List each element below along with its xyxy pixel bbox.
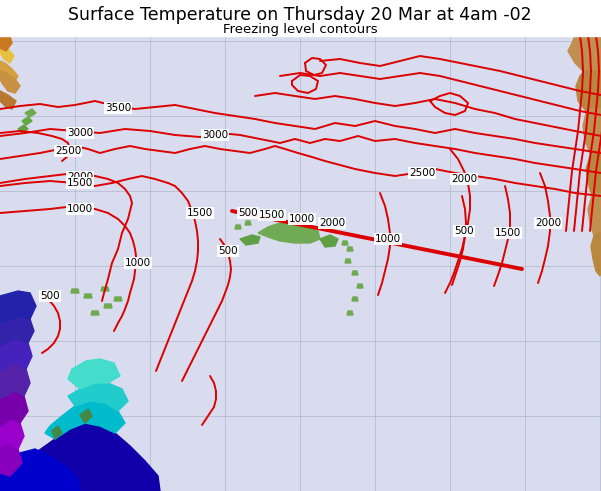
Polygon shape bbox=[45, 401, 125, 439]
Polygon shape bbox=[0, 46, 14, 63]
Text: 500: 500 bbox=[40, 291, 60, 301]
Polygon shape bbox=[342, 241, 348, 245]
Text: 3000: 3000 bbox=[202, 130, 228, 140]
Text: Freezing level contours: Freezing level contours bbox=[223, 23, 377, 35]
Polygon shape bbox=[347, 311, 353, 315]
Text: 1000: 1000 bbox=[289, 214, 315, 224]
Polygon shape bbox=[68, 383, 128, 411]
Polygon shape bbox=[101, 287, 109, 291]
Polygon shape bbox=[586, 151, 601, 201]
Polygon shape bbox=[114, 297, 122, 301]
Polygon shape bbox=[0, 339, 32, 371]
Text: 2000: 2000 bbox=[535, 218, 561, 228]
Polygon shape bbox=[591, 233, 601, 276]
Polygon shape bbox=[357, 284, 363, 288]
Polygon shape bbox=[245, 221, 251, 225]
Polygon shape bbox=[347, 247, 353, 251]
Text: 1000: 1000 bbox=[67, 204, 93, 214]
Text: 500: 500 bbox=[454, 226, 474, 236]
Polygon shape bbox=[52, 426, 62, 439]
Polygon shape bbox=[568, 36, 601, 76]
Polygon shape bbox=[235, 225, 241, 229]
Text: 1500: 1500 bbox=[187, 208, 213, 218]
Text: 2000: 2000 bbox=[451, 174, 477, 184]
Polygon shape bbox=[0, 71, 20, 93]
Polygon shape bbox=[352, 297, 358, 301]
Polygon shape bbox=[588, 193, 601, 241]
Text: 1000: 1000 bbox=[375, 234, 401, 244]
Polygon shape bbox=[0, 449, 80, 491]
Polygon shape bbox=[0, 423, 160, 491]
Text: 500: 500 bbox=[238, 208, 258, 218]
Polygon shape bbox=[68, 359, 120, 389]
Polygon shape bbox=[71, 289, 79, 293]
Polygon shape bbox=[576, 71, 601, 116]
Polygon shape bbox=[0, 91, 16, 109]
Polygon shape bbox=[0, 36, 12, 51]
Text: Surface Temperature on Thursday 20 Mar at 4am -02: Surface Temperature on Thursday 20 Mar a… bbox=[68, 6, 532, 24]
Text: 2000: 2000 bbox=[319, 218, 345, 228]
Text: 2000: 2000 bbox=[67, 172, 93, 182]
Polygon shape bbox=[240, 235, 260, 245]
Polygon shape bbox=[0, 419, 24, 449]
Polygon shape bbox=[91, 311, 99, 315]
Polygon shape bbox=[25, 109, 36, 117]
Text: 1500: 1500 bbox=[495, 228, 521, 238]
Polygon shape bbox=[0, 61, 18, 83]
Text: 500: 500 bbox=[218, 246, 238, 256]
Polygon shape bbox=[22, 117, 32, 125]
Polygon shape bbox=[0, 363, 30, 399]
Bar bbox=[0, 0, 601, 36]
Polygon shape bbox=[583, 109, 601, 158]
Polygon shape bbox=[352, 271, 358, 275]
Polygon shape bbox=[104, 304, 112, 308]
Polygon shape bbox=[0, 443, 22, 476]
Text: 2500: 2500 bbox=[409, 168, 435, 178]
Polygon shape bbox=[80, 409, 92, 423]
Polygon shape bbox=[320, 235, 338, 247]
Polygon shape bbox=[258, 223, 320, 243]
Polygon shape bbox=[0, 291, 36, 323]
Text: 3000: 3000 bbox=[67, 128, 93, 138]
Text: 1500: 1500 bbox=[67, 178, 93, 188]
Polygon shape bbox=[345, 259, 351, 263]
Polygon shape bbox=[18, 125, 28, 133]
Text: 2500: 2500 bbox=[55, 146, 81, 156]
Text: 1500: 1500 bbox=[259, 210, 285, 220]
Polygon shape bbox=[84, 294, 92, 298]
Polygon shape bbox=[0, 391, 28, 426]
Text: 1000: 1000 bbox=[125, 258, 151, 268]
Polygon shape bbox=[0, 316, 34, 346]
Text: 3500: 3500 bbox=[105, 103, 131, 113]
